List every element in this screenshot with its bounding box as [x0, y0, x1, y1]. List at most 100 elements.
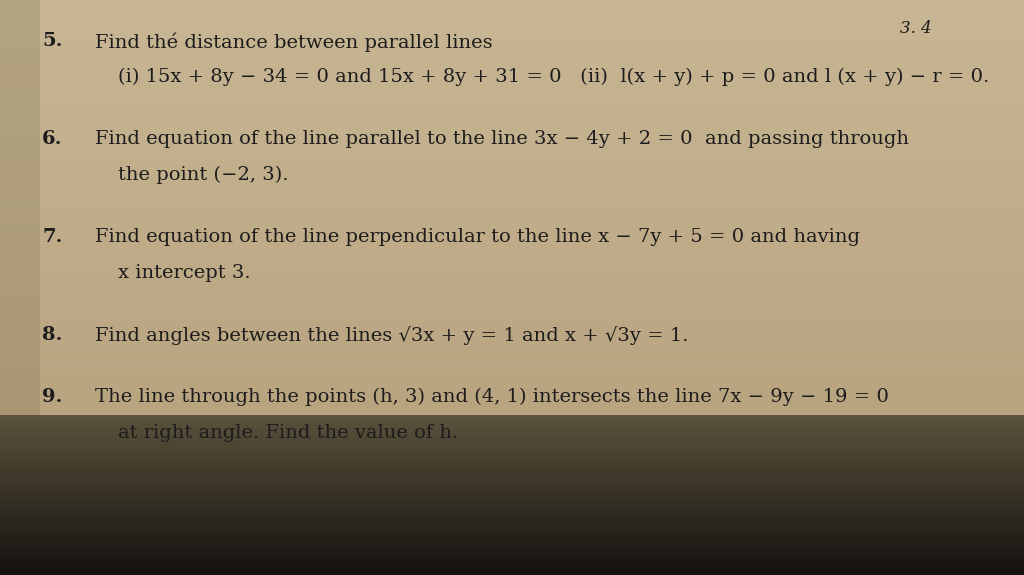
- Bar: [0, 389, 1024, 390]
- Bar: [0, 235, 1024, 236]
- Bar: [0, 337, 1024, 338]
- Bar: [0, 460, 1024, 461]
- Bar: [0, 232, 1024, 233]
- Bar: [0, 436, 1024, 437]
- Bar: [0, 335, 1024, 336]
- Bar: [0, 446, 1024, 447]
- Text: (i) 15x + 8y − 34 = 0 and 15x + 8y + 31 = 0   (ii)  l(x + y) + p = 0 and l (x + : (i) 15x + 8y − 34 = 0 and 15x + 8y + 31 …: [118, 68, 989, 86]
- Bar: [0, 505, 1024, 506]
- Bar: [0, 288, 1024, 289]
- Bar: [0, 527, 1024, 528]
- Bar: [0, 533, 1024, 534]
- Bar: [0, 516, 1024, 517]
- Bar: [0, 116, 1024, 117]
- Bar: [0, 24, 1024, 25]
- Bar: [0, 88, 1024, 89]
- Bar: [0, 74, 1024, 75]
- Bar: [0, 94, 1024, 95]
- Bar: [0, 144, 1024, 145]
- Bar: [0, 396, 1024, 397]
- Bar: [0, 208, 1024, 209]
- Bar: [0, 213, 1024, 214]
- Bar: [0, 150, 1024, 151]
- Bar: [0, 119, 1024, 120]
- Bar: [0, 324, 1024, 325]
- Bar: [0, 209, 1024, 210]
- Bar: [0, 161, 1024, 162]
- Bar: [0, 243, 1024, 244]
- Bar: [0, 78, 1024, 79]
- Bar: [0, 560, 1024, 561]
- Bar: [0, 340, 1024, 341]
- Bar: [0, 391, 1024, 392]
- Bar: [0, 440, 1024, 441]
- Bar: [0, 415, 1024, 416]
- Bar: [0, 548, 1024, 549]
- Bar: [0, 257, 1024, 258]
- Bar: [0, 56, 1024, 57]
- Bar: [0, 293, 1024, 294]
- Bar: [0, 163, 1024, 164]
- Bar: [0, 565, 1024, 566]
- Bar: [0, 10, 1024, 11]
- Bar: [0, 336, 1024, 337]
- Bar: [0, 441, 1024, 442]
- Bar: [0, 39, 1024, 40]
- Bar: [0, 542, 1024, 543]
- Bar: [0, 32, 1024, 33]
- Bar: [0, 202, 1024, 203]
- Bar: [0, 241, 1024, 242]
- Bar: [0, 264, 1024, 265]
- Bar: [0, 474, 1024, 475]
- Bar: [0, 80, 1024, 81]
- Bar: [0, 439, 1024, 440]
- Bar: [0, 484, 1024, 485]
- Bar: [0, 454, 1024, 455]
- Bar: [0, 159, 1024, 160]
- Bar: [0, 240, 1024, 241]
- Bar: [0, 353, 1024, 354]
- Bar: [0, 400, 1024, 401]
- Bar: [0, 20, 1024, 21]
- Text: at right angle. Find the value of h.: at right angle. Find the value of h.: [118, 424, 459, 442]
- Bar: [0, 357, 1024, 358]
- Bar: [0, 478, 1024, 479]
- Bar: [0, 342, 1024, 343]
- Bar: [0, 385, 1024, 386]
- Bar: [0, 199, 1024, 200]
- Bar: [0, 291, 1024, 292]
- Bar: [0, 145, 1024, 146]
- Bar: [0, 365, 1024, 366]
- Bar: [0, 326, 1024, 327]
- Bar: [0, 274, 1024, 275]
- Bar: [0, 23, 1024, 24]
- Bar: [0, 189, 1024, 190]
- Bar: [0, 11, 1024, 12]
- Bar: [0, 282, 1024, 283]
- Bar: [0, 115, 1024, 116]
- Bar: [0, 449, 1024, 450]
- Bar: [0, 195, 1024, 196]
- Bar: [0, 373, 1024, 374]
- Bar: [0, 370, 1024, 371]
- Bar: [0, 328, 1024, 329]
- Bar: [0, 155, 1024, 156]
- Bar: [0, 4, 1024, 5]
- Bar: [0, 345, 1024, 346]
- Bar: [0, 366, 1024, 367]
- Bar: [0, 526, 1024, 527]
- Bar: [0, 394, 1024, 395]
- Bar: [0, 517, 1024, 518]
- Bar: [0, 318, 1024, 319]
- Bar: [0, 543, 1024, 544]
- Bar: [0, 229, 1024, 230]
- Bar: [0, 350, 1024, 351]
- Bar: [0, 387, 1024, 388]
- Bar: [0, 437, 1024, 438]
- Bar: [0, 308, 1024, 309]
- Bar: [0, 248, 1024, 249]
- Bar: [0, 358, 1024, 359]
- Bar: [0, 333, 1024, 334]
- Bar: [0, 184, 1024, 185]
- Bar: [0, 488, 1024, 489]
